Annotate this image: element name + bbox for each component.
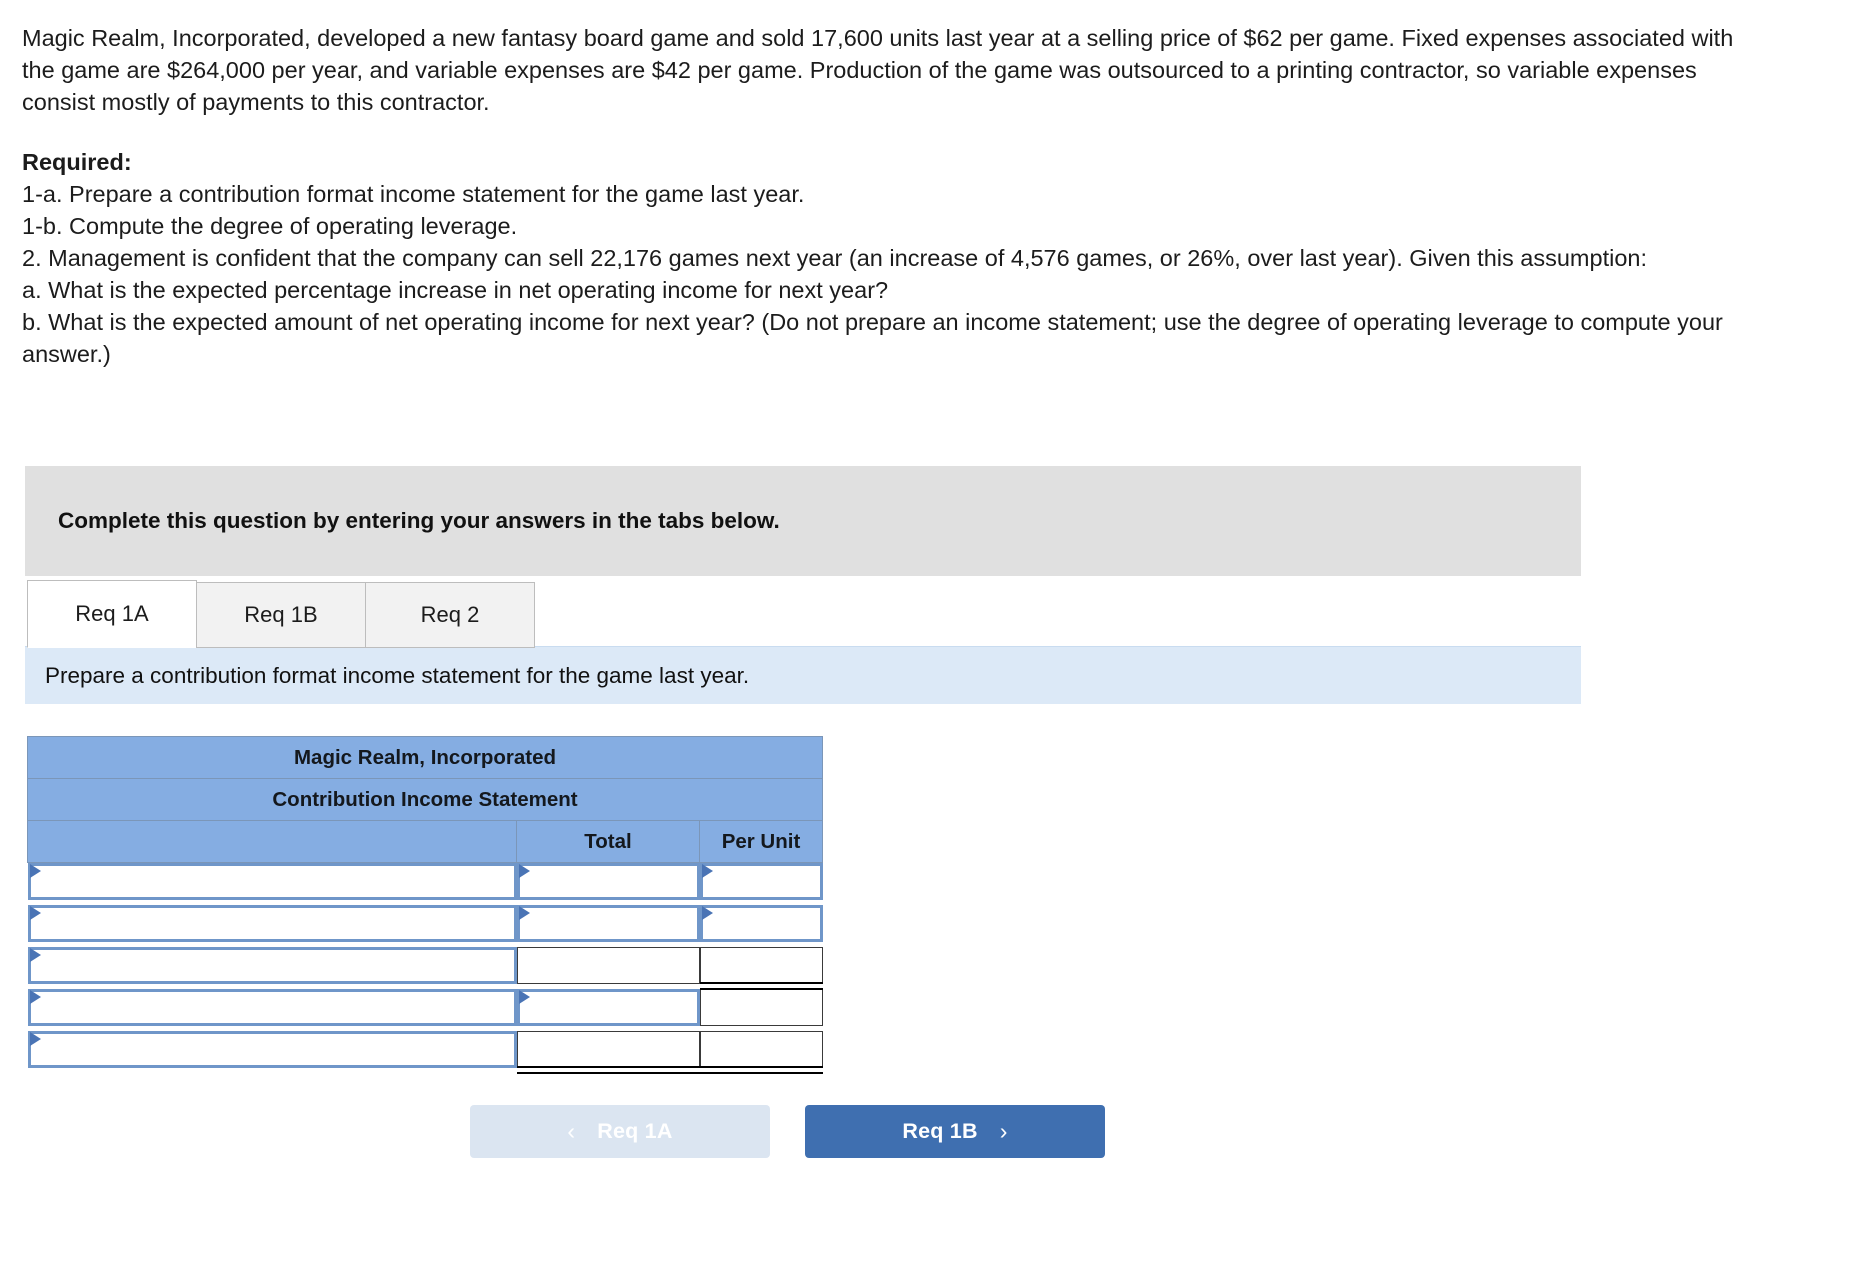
tab-req-1b[interactable]: Req 1B [196, 582, 366, 648]
statement-title-cell: Contribution Income Statement [27, 778, 823, 821]
tab-prompt-text: Prepare a contribution format income sta… [45, 662, 750, 688]
dropdown-arrow-icon[interactable] [701, 905, 713, 920]
dropdown-arrow-icon[interactable] [518, 989, 530, 1004]
requirement-1a: 1-a. Prepare a contribution format incom… [22, 181, 805, 207]
row-4-label-cell[interactable] [27, 988, 517, 1026]
requirement-2a: a. What is the expected percentage incre… [22, 277, 889, 303]
row-4-total-cell[interactable] [516, 988, 700, 1026]
row-1-total-input[interactable] [516, 863, 700, 900]
chevron-left-icon: ‹ [567, 1118, 576, 1144]
row-spacer [27, 941, 823, 947]
column-header-per-unit: Per Unit [699, 820, 823, 863]
row-4-per-unit-value [699, 988, 823, 1026]
row-5-per-unit-cell [699, 1030, 823, 1074]
next-button-label: Req 1B [902, 1119, 978, 1143]
row-3-label-input[interactable] [27, 946, 517, 984]
row-1-total-cell[interactable] [516, 862, 700, 900]
row-4-label-input[interactable] [27, 988, 517, 1026]
tab-req-1a[interactable]: Req 1A [27, 580, 197, 648]
column-header-total: Total [516, 820, 700, 863]
instruction-banner-text: Complete this question by entering your … [58, 508, 780, 533]
dropdown-arrow-icon[interactable] [29, 989, 41, 1004]
row-3-total-cell [516, 946, 700, 984]
row-3-per-unit-cell [699, 946, 823, 990]
column-header-blank [27, 820, 517, 863]
row-3-per-unit-value [699, 946, 823, 984]
table-row [27, 988, 823, 1026]
row-3-total-value [516, 946, 700, 984]
row-2-total-input[interactable] [516, 904, 700, 942]
row-5-per-unit-value [699, 1030, 823, 1068]
table-row [27, 946, 823, 990]
requirement-2: 2. Management is confident that the comp… [22, 245, 1647, 271]
requirement-tabs: Req 1A Req 1B Req 2 [27, 580, 535, 648]
tab-req-2-label: Req 2 [420, 602, 480, 627]
tab-prompt-strip: Prepare a contribution format income sta… [25, 646, 1581, 704]
instruction-banner: Complete this question by entering your … [25, 466, 1581, 576]
row-2-label-input[interactable] [27, 904, 517, 942]
row-2-per-unit-input[interactable] [699, 904, 823, 942]
row-1-label-input[interactable] [27, 863, 517, 900]
tab-req-1a-label: Req 1A [75, 601, 149, 626]
paragraph-spacer [22, 118, 1742, 146]
next-req-1b-button[interactable]: Req 1B › [805, 1105, 1105, 1158]
row-5-label-cell[interactable] [27, 1030, 517, 1068]
row-5-total-value [516, 1030, 700, 1068]
row-5-label-input[interactable] [27, 1030, 517, 1068]
chevron-right-icon: › [999, 1118, 1008, 1144]
prev-req-1a-button[interactable]: ‹ Req 1A [470, 1105, 770, 1158]
row-4-total-input[interactable] [516, 988, 700, 1026]
navigation-bar: ‹ Req 1A Req 1B › [470, 1105, 1105, 1158]
row-spacer [27, 983, 823, 989]
tab-req-2[interactable]: Req 2 [365, 582, 535, 648]
row-1-per-unit-input[interactable] [699, 863, 823, 900]
dropdown-arrow-icon[interactable] [29, 864, 41, 878]
table-row [27, 862, 823, 900]
dropdown-arrow-icon[interactable] [29, 1031, 41, 1046]
row-5-total-cell [516, 1030, 700, 1074]
prev-button-label: Req 1A [597, 1119, 673, 1143]
row-2-per-unit-cell[interactable] [699, 904, 823, 942]
contribution-income-statement-table: Magic Realm, Incorporated Contribution I… [27, 736, 823, 1074]
problem-statement: Magic Realm, Incorporated, developed a n… [22, 22, 1742, 370]
row-4-per-unit-cell [699, 988, 823, 1026]
table-title-row-company: Magic Realm, Incorporated [27, 736, 823, 779]
problem-paragraph-1: Magic Realm, Incorporated, developed a n… [22, 25, 1734, 115]
row-spacer [27, 1025, 823, 1031]
dropdown-arrow-icon[interactable] [518, 864, 530, 878]
company-title-cell: Magic Realm, Incorporated [27, 736, 823, 779]
requirement-1b: 1-b. Compute the degree of operating lev… [22, 213, 518, 239]
dropdown-arrow-icon[interactable] [29, 905, 41, 920]
table-row [27, 904, 823, 942]
dropdown-arrow-icon[interactable] [518, 905, 530, 920]
row-spacer [27, 899, 823, 905]
dropdown-arrow-icon[interactable] [29, 947, 41, 962]
table-title-row-statement: Contribution Income Statement [27, 778, 823, 821]
tab-req-1b-label: Req 1B [244, 602, 318, 627]
row-2-total-cell[interactable] [516, 904, 700, 942]
row-2-label-cell[interactable] [27, 904, 517, 942]
required-heading: Required: [22, 149, 132, 175]
row-1-per-unit-cell[interactable] [699, 862, 823, 900]
table-column-header-row: Total Per Unit [27, 820, 823, 863]
row-3-label-cell[interactable] [27, 946, 517, 984]
row-1-label-cell[interactable] [27, 862, 517, 900]
table-row [27, 1030, 823, 1074]
dropdown-arrow-icon[interactable] [701, 864, 713, 878]
requirement-2b: b. What is the expected amount of net op… [22, 309, 1723, 367]
